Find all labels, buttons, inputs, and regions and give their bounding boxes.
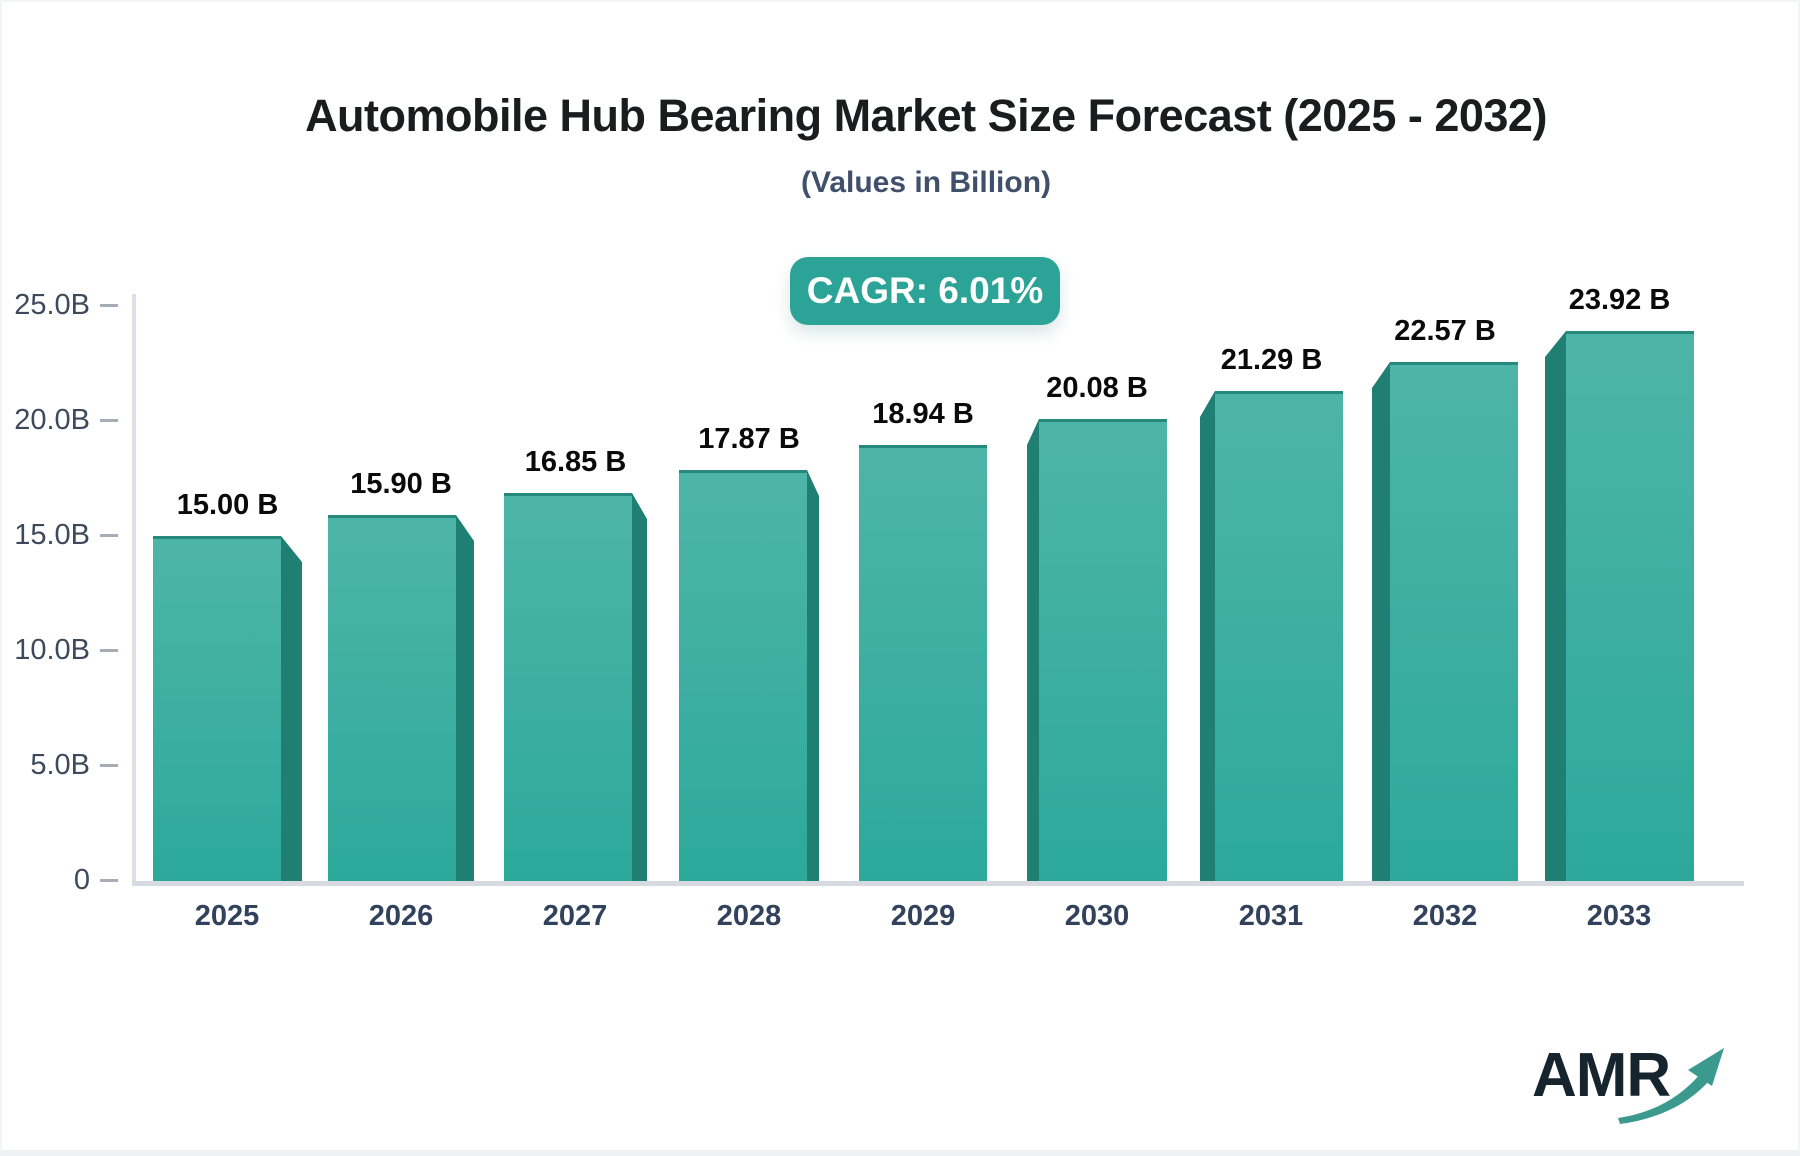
bar-value-label: 15.90 B <box>350 468 452 500</box>
bar <box>1215 391 1343 881</box>
bar-value-label: 21.29 B <box>1220 344 1323 376</box>
bar-value-label: 16.85 B <box>524 446 627 478</box>
bar-side <box>1545 331 1566 881</box>
bar-value-label: 17.87 B <box>698 423 800 455</box>
cagr-badge-label: CAGR: 6.01% <box>806 270 1044 311</box>
bar-value-label: 23.92 B <box>1568 284 1671 316</box>
y-tick-label: 5.0B <box>30 749 90 781</box>
x-tick-label: 2031 <box>1238 900 1304 932</box>
y-tick-label: 15.0B <box>14 519 90 551</box>
chart-title: Automobile Hub Bearing Market Size Forec… <box>305 90 1547 141</box>
x-tick-label: 2028 <box>716 900 782 932</box>
y-tick-dash <box>100 304 118 307</box>
bar <box>1390 362 1518 881</box>
bar-side <box>281 536 302 881</box>
bar-value-label: 15.00 B <box>176 489 279 521</box>
x-axis-line <box>132 881 1744 886</box>
bar <box>153 536 281 881</box>
bar <box>1039 419 1167 881</box>
x-tick-label: 2033 <box>1586 900 1652 932</box>
y-tick-dash <box>100 534 118 537</box>
bar-value-label: 20.08 B <box>1046 372 1148 404</box>
x-tick-label: 2032 <box>1412 900 1478 932</box>
bar-side <box>632 493 647 881</box>
y-tick-dash <box>100 419 118 422</box>
y-tick-dash <box>100 879 118 882</box>
bar-side <box>456 515 474 881</box>
y-tick-label: 20.0B <box>14 404 90 436</box>
bar-side <box>807 470 819 881</box>
x-tick-label: 2029 <box>890 900 956 932</box>
x-tick-label: 2026 <box>368 900 434 932</box>
bar-side <box>1027 419 1039 881</box>
x-tick-label: 2030 <box>1064 900 1130 932</box>
y-tick-dash <box>100 764 118 767</box>
bar <box>328 515 456 881</box>
bar <box>859 445 987 881</box>
bar-side <box>1200 391 1215 881</box>
y-axis-line <box>132 294 136 886</box>
bar <box>1566 331 1694 881</box>
bar-side <box>1372 362 1390 881</box>
y-tick-dash <box>100 649 118 652</box>
x-tick-label: 2025 <box>194 900 260 932</box>
y-tick-label: 0 <box>73 864 90 896</box>
y-tick-label: 10.0B <box>14 634 90 666</box>
bar <box>679 470 807 881</box>
amr-logo-text: AMR <box>1532 1041 1671 1110</box>
y-tick-label: 25.0B <box>14 289 90 321</box>
bar <box>504 493 632 881</box>
chart-header: Automobile Hub Bearing Market Size Forec… <box>28 90 1798 200</box>
chart-subtitle: (Values in Billion) <box>800 166 1052 199</box>
amr-logo: AMR <box>1532 1032 1742 1124</box>
bar-value-label: 18.94 B <box>872 398 974 430</box>
bar-value-label: 22.57 B <box>1394 315 1496 347</box>
growth-arrow-icon <box>1618 1048 1724 1124</box>
cagr-badge: CAGR: 6.01% <box>790 257 1060 325</box>
x-tick-label: 2027 <box>542 900 608 932</box>
